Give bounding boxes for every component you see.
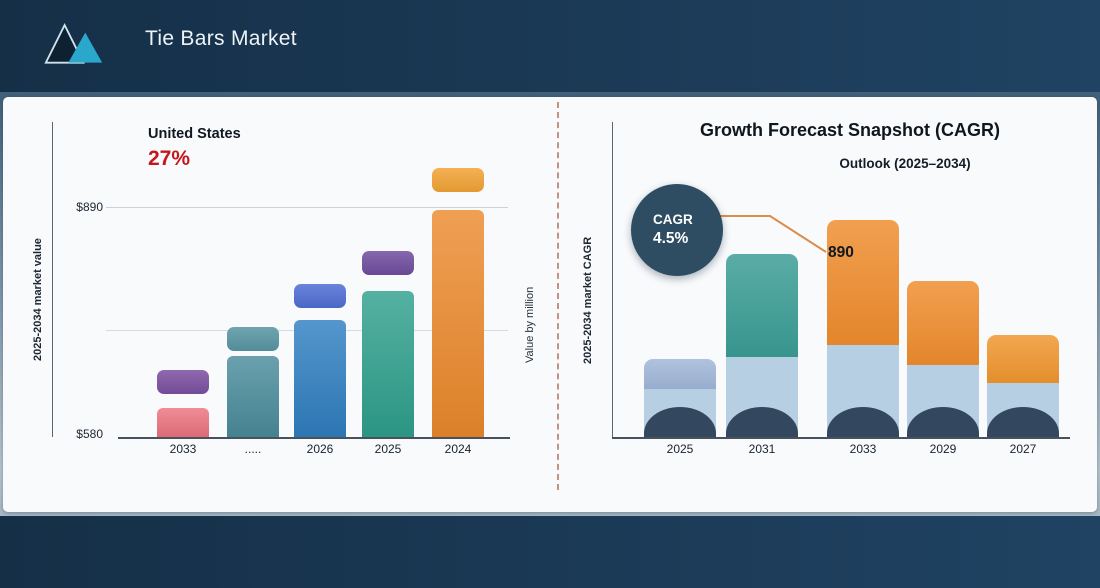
panel-divider [557,102,559,490]
logo-teal-peak [68,32,103,63]
page-title: Tie Bars Market [145,27,297,50]
header: Tie Bars Market [0,0,1100,92]
footer: @ All Market Analysis Snapshot GlobalTie… [0,516,1100,588]
middle-axis-label: Value by million [524,286,536,364]
content-card [3,97,1097,512]
ama-logo-icon [44,23,103,64]
